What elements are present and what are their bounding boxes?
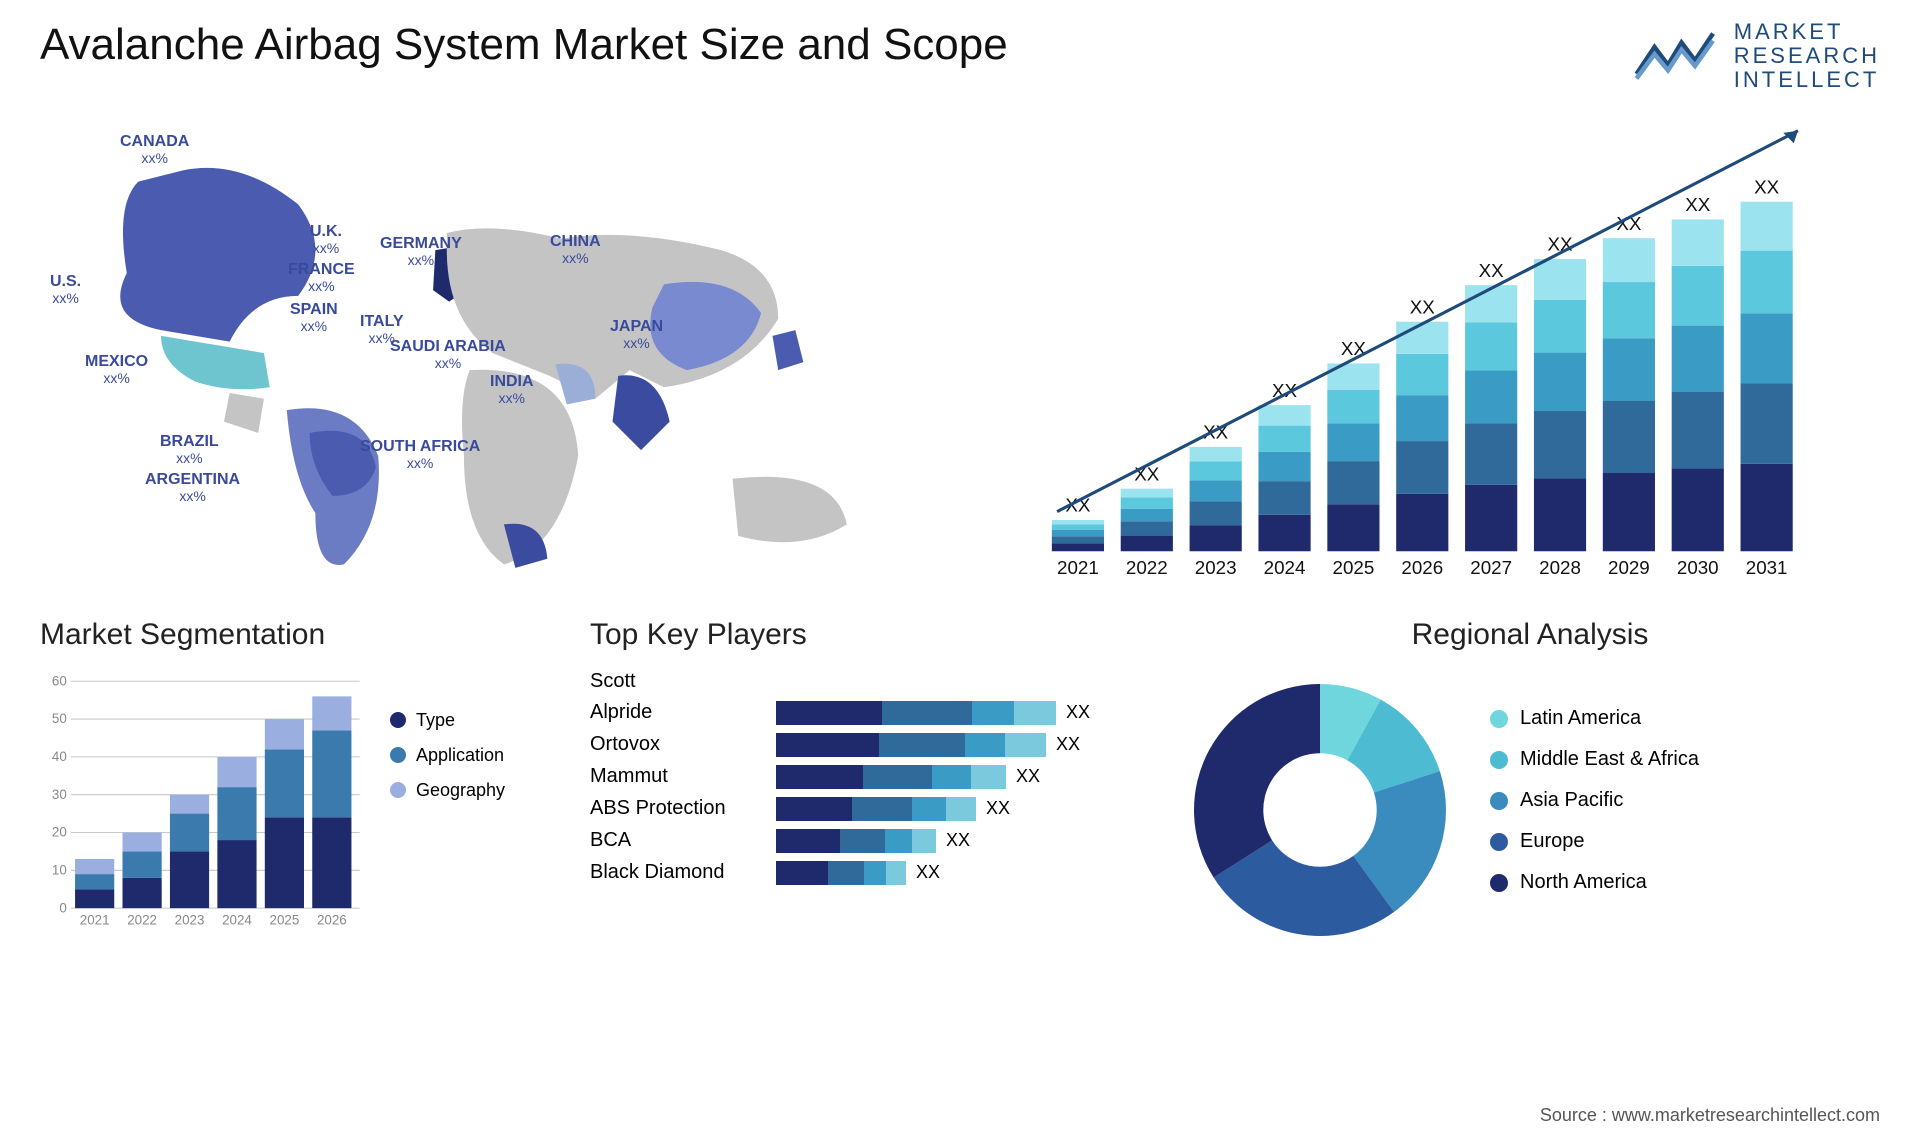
svg-text:2025: 2025 <box>1333 557 1375 578</box>
svg-text:XX: XX <box>1410 296 1436 317</box>
regional-donut <box>1180 670 1460 950</box>
segmentation-legend: Type Application Geography <box>390 670 560 940</box>
seg-legend-application: Application <box>390 745 560 766</box>
svg-text:2027: 2027 <box>1470 557 1512 578</box>
svg-text:2031: 2031 <box>1746 557 1788 578</box>
region-asia-pacific: Asia Pacific <box>1490 789 1699 812</box>
svg-text:40: 40 <box>52 749 67 764</box>
market-size-chart: XX2021XX2022XX2023XX2024XX2025XX2026XX20… <box>975 113 1880 593</box>
svg-text:2021: 2021 <box>80 912 110 927</box>
svg-text:30: 30 <box>52 786 67 801</box>
svg-text:2024: 2024 <box>1264 557 1306 578</box>
svg-text:2030: 2030 <box>1677 557 1719 578</box>
region-middle-east-africa: Middle East & Africa <box>1490 748 1699 771</box>
player-scott: Scott <box>590 670 1150 693</box>
regional-title: Regional Analysis <box>1180 618 1880 652</box>
world-map-panel: CANADAxx% U.S.xx% MEXICOxx% BRAZILxx%ARGENT… <box>40 113 945 593</box>
svg-text:XX: XX <box>1754 176 1780 197</box>
source-text: Source : www.marketresearchintellect.com <box>1540 1105 1880 1126</box>
map-label-u-k-: U.K.xx% <box>310 223 342 258</box>
svg-text:2029: 2029 <box>1608 557 1650 578</box>
map-label-china: CHINAxx% <box>550 233 601 268</box>
segmentation-chart: 0 10 20 30 40 50 60 2021 2022 2023 2024 2025 2026 <box>40 670 370 940</box>
player-abs-protection: ABS ProtectionXX <box>590 797 1150 821</box>
region-latin-america: Latin America <box>1490 707 1699 730</box>
region-europe: Europe <box>1490 830 1699 853</box>
player-bca: BCAXX <box>590 829 1150 853</box>
map-label-u-s-: U.S.xx% <box>50 273 81 308</box>
map-label-south-africa: SOUTH AFRICAxx% <box>360 438 480 473</box>
svg-text:XX: XX <box>1479 259 1505 280</box>
logo: MARKET RESEARCH INTELLECT <box>1632 20 1880 93</box>
svg-text:0: 0 <box>59 900 66 915</box>
svg-text:2023: 2023 <box>1195 557 1237 578</box>
map-label-japan: JAPANxx% <box>610 318 663 353</box>
map-label-saudi-arabia: SAUDI ARABIAxx% <box>390 338 506 373</box>
player-mammut: MammutXX <box>590 765 1150 789</box>
player-ortovox: OrtovoxXX <box>590 733 1150 757</box>
region-north-america: North America <box>1490 871 1699 894</box>
players-title: Top Key Players <box>590 618 1150 652</box>
logo-icon <box>1632 26 1722 86</box>
map-label-germany: GERMANYxx% <box>380 235 462 270</box>
seg-legend-type: Type <box>390 710 560 731</box>
regional-legend: Latin America Middle East & Africa Asia Pa… <box>1490 707 1699 912</box>
svg-text:20: 20 <box>52 824 67 839</box>
svg-text:2021: 2021 <box>1057 557 1099 578</box>
map-label-argentina: ARGENTINAxx% <box>145 471 240 506</box>
logo-line3: INTELLECT <box>1734 68 1880 92</box>
map-label-spain: SPAINxx% <box>290 301 338 336</box>
seg-legend-geography: Geography <box>390 780 560 801</box>
svg-text:2024: 2024 <box>222 912 252 927</box>
player-black-diamond: Black DiamondXX <box>590 861 1150 885</box>
key-players-panel: Top Key Players Scott AlprideXX OrtovoxXX M… <box>590 618 1150 998</box>
segmentation-title: Market Segmentation <box>40 618 560 652</box>
svg-text:2023: 2023 <box>175 912 205 927</box>
svg-text:2022: 2022 <box>127 912 157 927</box>
logo-line2: RESEARCH <box>1734 44 1880 68</box>
svg-text:2025: 2025 <box>270 912 300 927</box>
map-label-brazil: BRAZILxx% <box>160 433 219 468</box>
svg-text:XX: XX <box>1685 194 1711 215</box>
player-alpride: AlprideXX <box>590 701 1150 725</box>
svg-text:10: 10 <box>52 862 67 877</box>
page-title: Avalanche Airbag System Market Size and … <box>40 20 1008 70</box>
svg-text:2026: 2026 <box>1401 557 1443 578</box>
svg-text:60: 60 <box>52 673 67 688</box>
svg-text:2026: 2026 <box>317 912 347 927</box>
svg-text:2022: 2022 <box>1126 557 1168 578</box>
segmentation-panel: Market Segmentation 0 10 20 30 40 50 60 2021 202… <box>40 618 560 998</box>
map-label-mexico: MEXICOxx% <box>85 353 148 388</box>
regional-panel: Regional Analysis Latin America Middle Ea… <box>1180 618 1880 998</box>
map-label-france: FRANCExx% <box>288 261 355 296</box>
map-label-india: INDIAxx% <box>490 373 534 408</box>
logo-line1: MARKET <box>1734 20 1880 44</box>
map-label-canada: CANADAxx% <box>120 133 189 168</box>
svg-text:2028: 2028 <box>1539 557 1581 578</box>
svg-text:50: 50 <box>52 711 67 726</box>
